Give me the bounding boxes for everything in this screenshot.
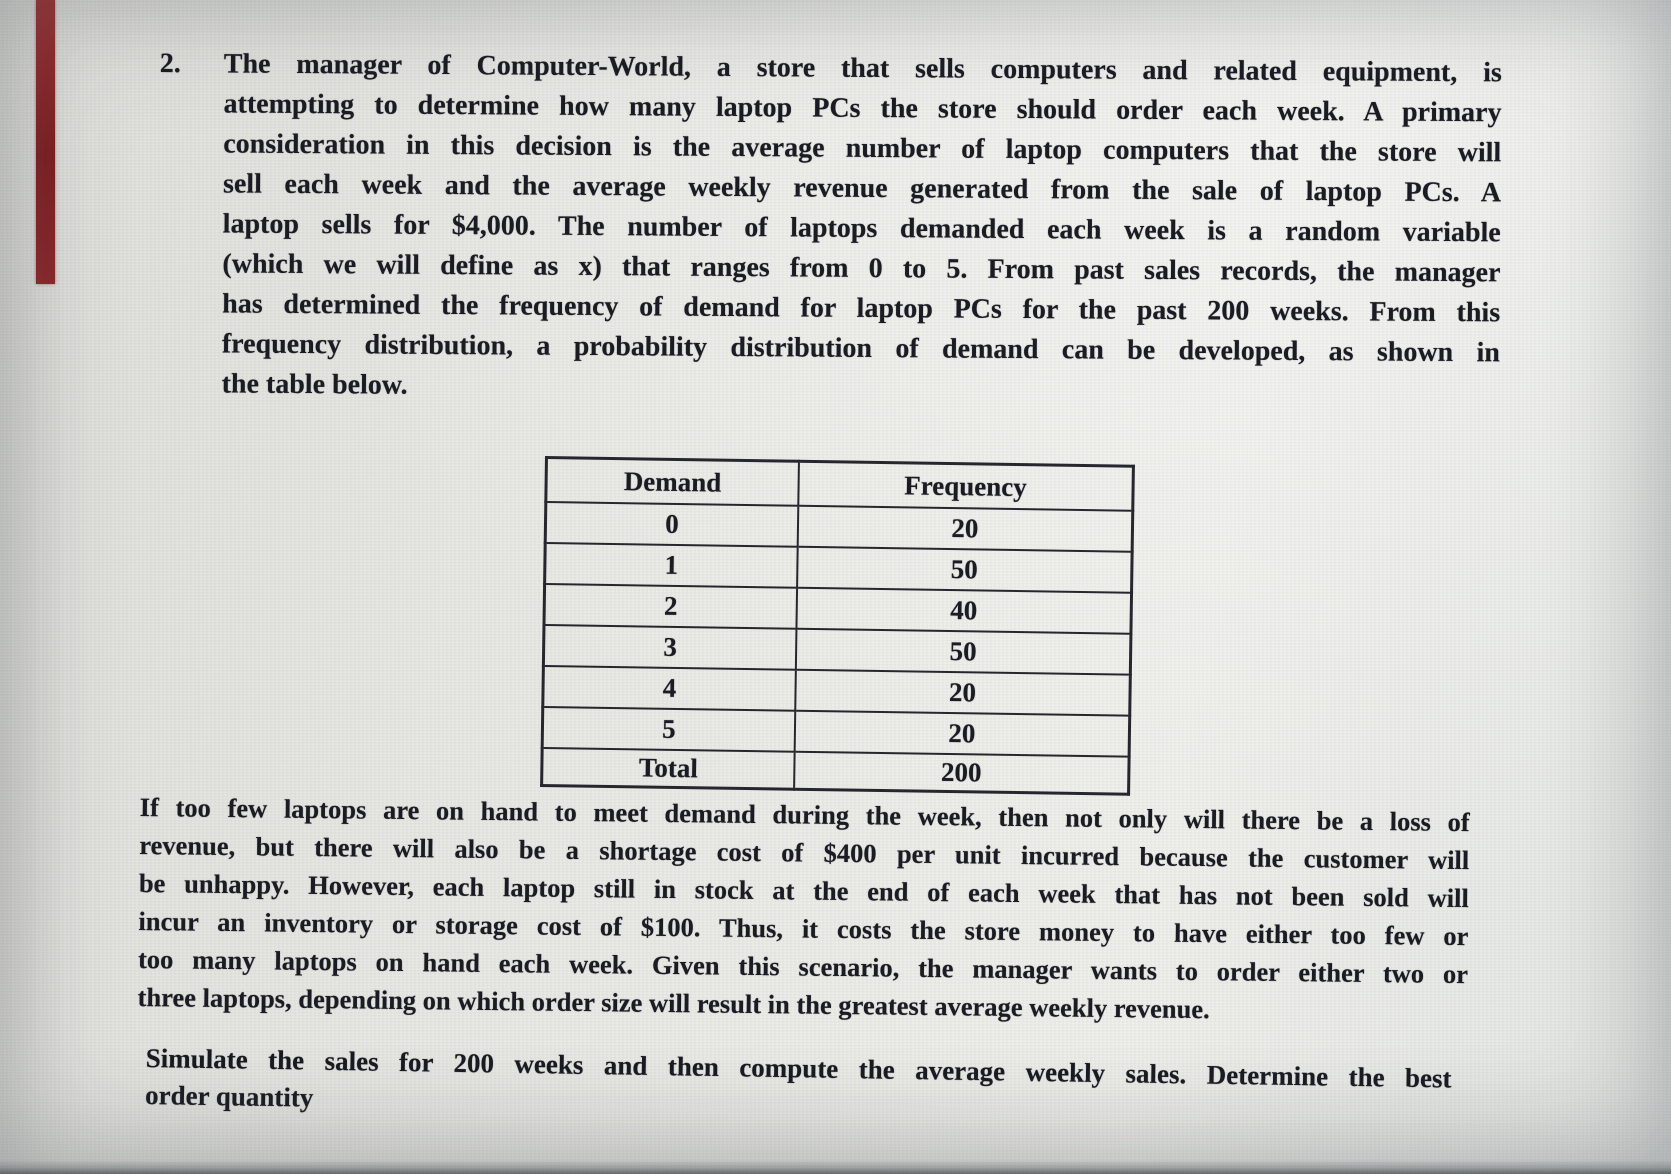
problem-statement: 2. The manager of Computer-World, a stor… bbox=[157, 44, 1502, 413]
table-cell-frequency: 20 bbox=[795, 669, 1131, 716]
table-cell-demand: 1 bbox=[544, 543, 798, 588]
costs-paragraph: If too few laptops are on hand to meet d… bbox=[137, 788, 1470, 1031]
table-cell-frequency: 20 bbox=[797, 505, 1133, 552]
table-total-row: Total 200 bbox=[541, 747, 1130, 795]
table-header-demand: Demand bbox=[545, 457, 799, 506]
table-cell-demand: 5 bbox=[542, 706, 796, 752]
table-cell-frequency: 50 bbox=[796, 546, 1133, 593]
photo-bottom-edge bbox=[0, 1160, 1671, 1174]
problem-number: 2. bbox=[159, 47, 181, 80]
table-cell-demand: 3 bbox=[543, 625, 797, 670]
table-total-label: Total bbox=[541, 747, 795, 790]
table-header-frequency: Frequency bbox=[798, 461, 1134, 511]
table-cell-frequency: 20 bbox=[794, 710, 1130, 757]
table-cell-frequency: 50 bbox=[795, 628, 1131, 675]
table-cell-demand: 0 bbox=[545, 502, 799, 547]
table-cell-demand: 2 bbox=[543, 584, 797, 629]
red-margin-stripe bbox=[36, 0, 55, 284]
problem-paragraph: The manager of Computer-World, a store t… bbox=[221, 44, 1502, 413]
table-cell-frequency: 40 bbox=[796, 587, 1132, 634]
table-total-value: 200 bbox=[793, 751, 1130, 795]
task-paragraph: Simulate the sales for 200 weeks and the… bbox=[145, 1040, 1452, 1135]
table-cell-demand: 4 bbox=[542, 665, 796, 711]
demand-frequency-table-container: Demand Frequency 0 20 1 50 2 40 3 50 4 2… bbox=[540, 456, 1135, 796]
demand-frequency-table: Demand Frequency 0 20 1 50 2 40 3 50 4 2… bbox=[540, 456, 1135, 796]
